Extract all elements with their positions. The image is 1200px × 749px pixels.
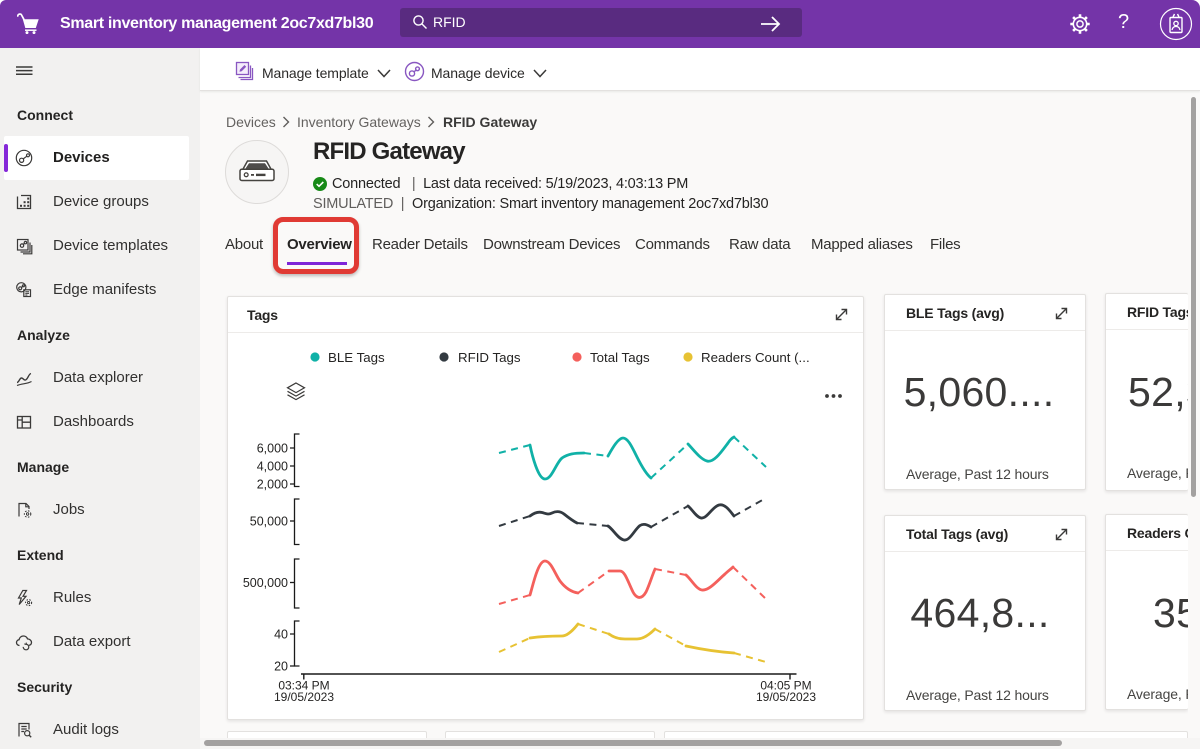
svg-text:BLE Tags: BLE Tags: [328, 350, 385, 365]
svg-text:50,000: 50,000: [250, 515, 288, 529]
svg-text:500,000: 500,000: [243, 576, 288, 590]
svg-text:19/05/2023: 19/05/2023: [274, 690, 334, 704]
svg-text:03:34 PM: 03:34 PM: [278, 679, 329, 693]
svg-text:Total Tags: Total Tags: [590, 350, 650, 365]
svg-text:2,000: 2,000: [257, 478, 288, 492]
svg-text:RFID Tags: RFID Tags: [458, 350, 521, 365]
svg-text:20: 20: [274, 660, 288, 674]
svg-text:Readers Count (...: Readers Count (...: [701, 350, 810, 365]
svg-text:4,000: 4,000: [257, 460, 288, 474]
svg-text:04:05 PM: 04:05 PM: [760, 679, 811, 693]
svg-text:6,000: 6,000: [257, 442, 288, 456]
svg-text:40: 40: [274, 628, 288, 642]
svg-text:19/05/2023: 19/05/2023: [756, 690, 816, 704]
